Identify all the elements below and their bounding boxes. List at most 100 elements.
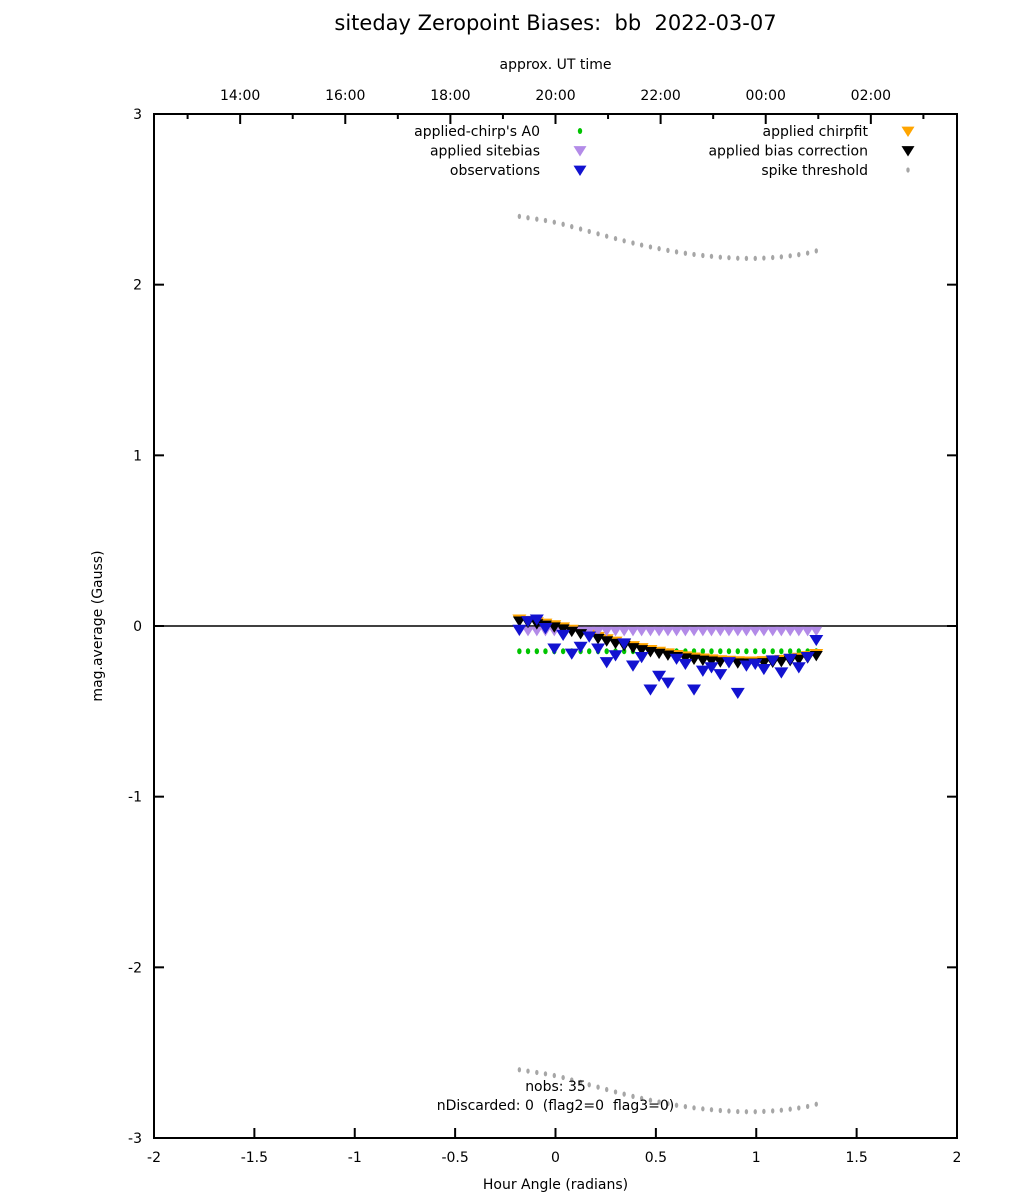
marker-applied-sitebias [792,626,805,637]
marker-spike-threshold-lower [805,1103,810,1110]
x-tick-label: 1.5 [845,1150,867,1166]
marker-applied-chirp-s-a0 [761,648,767,655]
marker-observations [599,657,614,669]
y-tick-label: -1 [128,790,142,806]
marker-applied-sitebias [775,626,788,637]
marker-spike-threshold-lower [701,1106,705,1112]
marker-applied-sitebias [740,626,753,637]
marker-spike-threshold-lower [788,1106,792,1112]
marker-observations [652,670,667,682]
marker-spike-threshold-upper [709,253,714,259]
marker-applied-sitebias [705,626,718,637]
marker-applied-sitebias [653,626,666,637]
marker-spike-threshold-upper [657,246,661,252]
marker-observations [634,652,649,664]
marker-applied-sitebias [661,626,674,637]
y-tick-label: 3 [133,107,142,123]
marker-observations [713,669,728,681]
marker-spike-threshold-lower [657,1099,661,1105]
marker-spike-threshold-upper [753,255,757,261]
marker-spike-threshold-lower [797,1105,801,1111]
marker-applied-chirp-s-a0 [779,648,784,655]
marker-applied-chirp-s-a0 [587,648,592,655]
marker-spike-threshold-lower [709,1107,714,1113]
annotation-nobs: nobs: 35 [525,1079,586,1095]
marker-applied-chirp-s-a0 [700,648,706,655]
marker-spike-threshold-upper [692,251,696,258]
marker-spike-threshold-upper [805,250,810,256]
marker-observations [617,638,632,650]
marker-spike-threshold-lower [762,1108,766,1114]
marker-applied-sitebias [810,626,823,637]
marker-applied-sitebias [618,626,631,637]
marker-spike-threshold-lower [561,1074,565,1081]
marker-observations [791,662,806,674]
marker-spike-threshold-upper [587,228,591,235]
marker-observations [547,643,562,655]
marker-spike-threshold-upper [639,242,644,248]
marker-spike-threshold-upper [596,231,600,237]
marker-spike-threshold-upper [736,255,740,261]
marker-applied-bias-correction [774,656,788,668]
marker-applied-bias-correction [792,654,806,666]
marker-spike-threshold-upper [788,253,792,259]
marker-spike-threshold-upper [779,254,784,260]
marker-applied-sitebias [766,626,779,637]
marker-spike-threshold-lower [639,1095,644,1102]
marker-observations [748,658,763,671]
marker-spike-threshold-lower [631,1093,635,1099]
marker-spike-threshold-lower [674,1102,679,1108]
marker-observations [556,629,571,642]
marker-applied-chirp-s-a0 [726,648,732,655]
y-tick-label: 0 [133,619,142,635]
marker-spike-threshold-lower [604,1086,609,1093]
marker-applied-sitebias [722,626,735,637]
legend-marker-spike-threshold [906,167,910,173]
y-axis-label: mag.average (Gauss) [90,550,106,702]
marker-observations [660,677,675,689]
x2-tick-label: 18:00 [430,88,470,104]
marker-spike-threshold-upper [631,240,635,246]
x2-tick-label: 14:00 [220,88,260,104]
annotation-ndiscarded: nDiscarded: 0 (flag2=0 flag3=0) [436,1098,675,1114]
marker-spike-threshold-lower [727,1108,731,1114]
marker-observations [765,655,780,667]
marker-applied-sitebias [670,626,683,637]
marker-applied-chirp-s-a0 [735,648,740,655]
x2-tick-label: 22:00 [640,88,680,104]
marker-observations [721,657,736,669]
marker-spike-threshold-lower [692,1105,696,1111]
marker-spike-threshold-upper [814,248,818,254]
marker-spike-threshold-lower [736,1108,740,1115]
marker-spike-threshold-upper [622,238,626,244]
marker-applied-chirp-s-a0 [753,648,758,655]
marker-observations [625,660,640,672]
marker-applied-sitebias [626,626,639,637]
marker-spike-threshold-lower [596,1084,600,1090]
marker-applied-sitebias [749,626,762,637]
marker-spike-threshold-lower [622,1091,626,1097]
marker-spike-threshold-upper [570,224,574,230]
marker-spike-threshold-lower [543,1071,548,1077]
marker-observations [783,653,798,665]
marker-applied-chirp-s-a0 [787,648,793,655]
marker-applied-sitebias [679,626,692,637]
marker-observations [538,623,553,635]
marker-spike-threshold-lower [578,1079,583,1085]
marker-spike-threshold-lower [526,1068,530,1074]
marker-spike-threshold-upper [727,255,731,261]
marker-spike-threshold-upper [744,255,749,261]
marker-spike-threshold-lower [814,1101,818,1107]
marker-applied-sitebias [521,626,534,637]
marker-observations [756,663,771,676]
legend-marker-applied-chirpfit [901,126,915,138]
marker-spike-threshold-lower [552,1072,556,1079]
marker-applied-sitebias [635,626,648,637]
marker-applied-sitebias [714,626,727,637]
marker-applied-sitebias [600,626,613,637]
marker-spike-threshold-lower [587,1082,591,1088]
marker-applied-sitebias [757,626,770,637]
marker-observations [608,650,623,662]
